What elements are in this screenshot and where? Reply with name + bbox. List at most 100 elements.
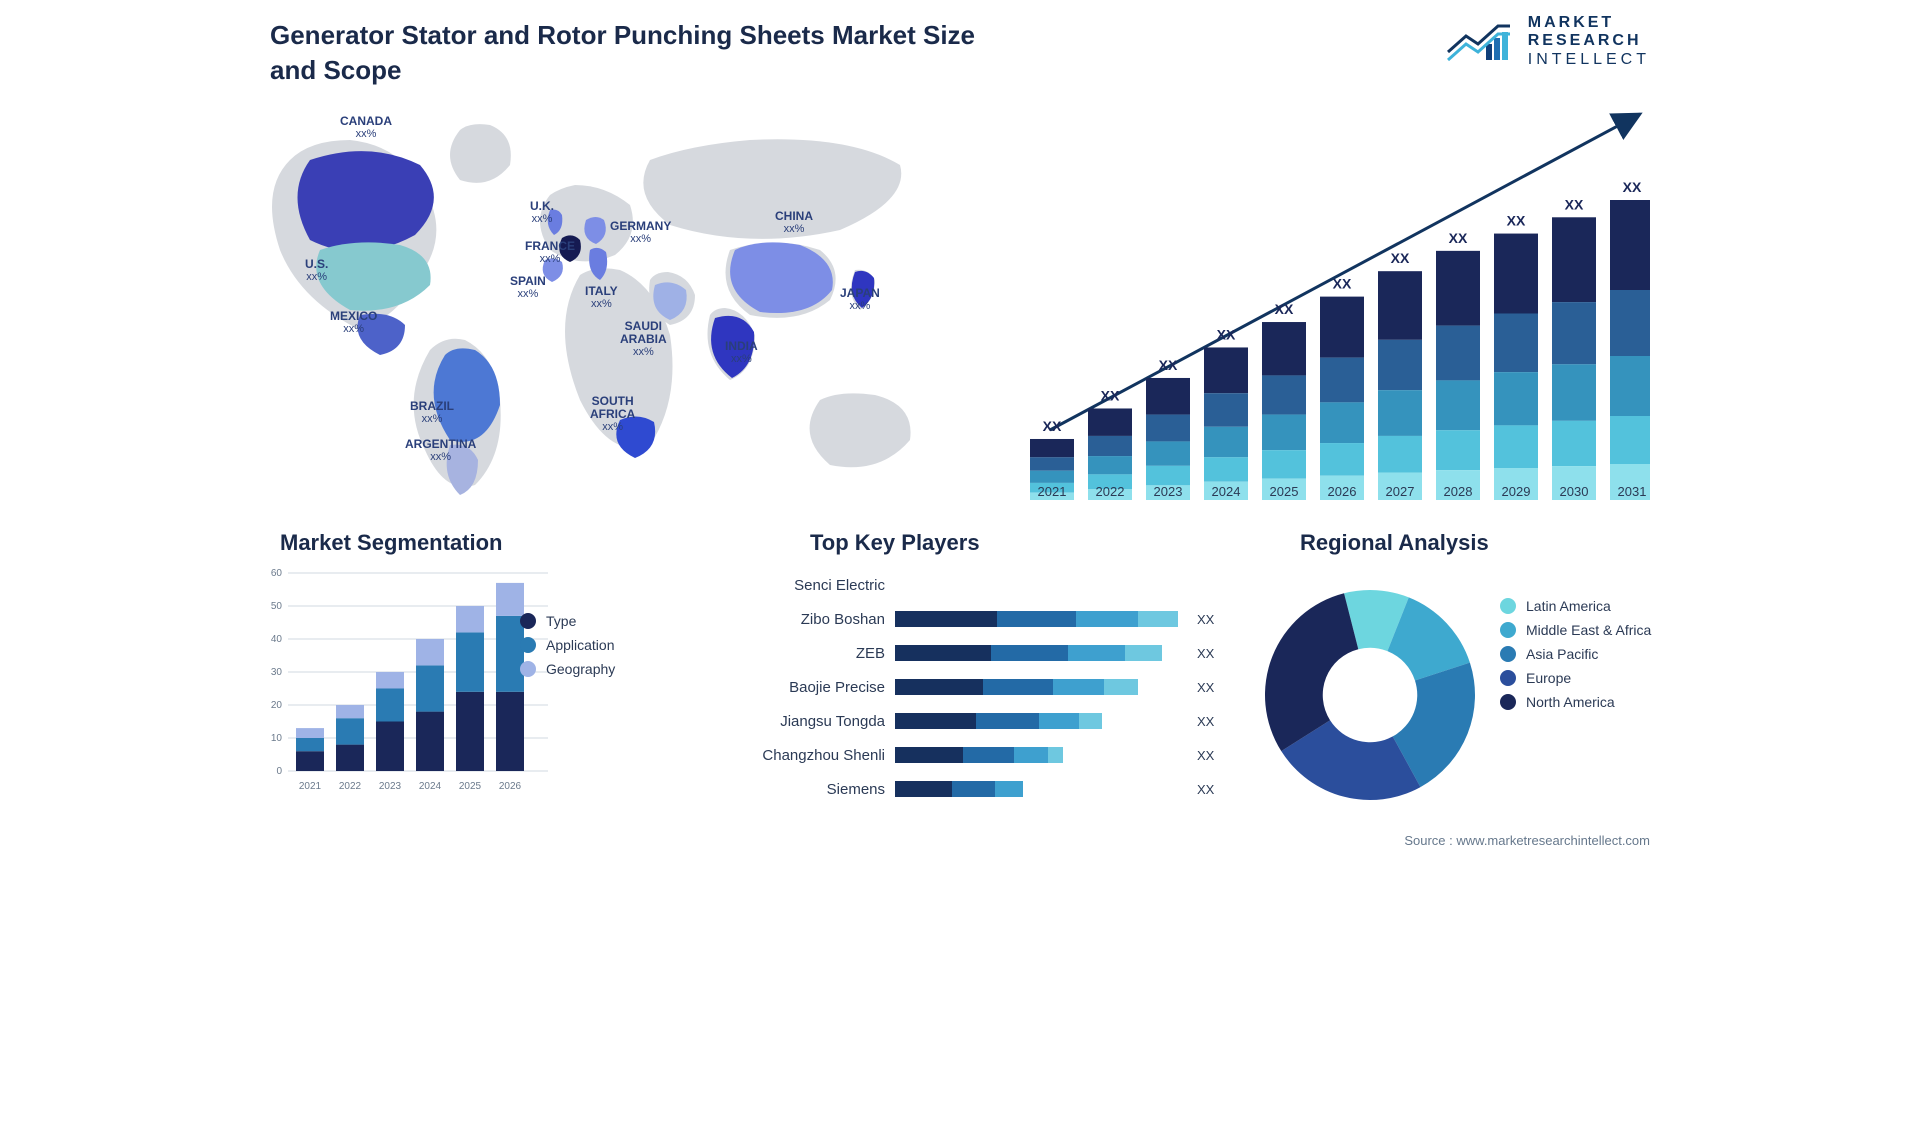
key-player-bar-segment (995, 781, 1023, 797)
key-player-name: Jiangsu Tongda (735, 713, 895, 730)
map-label: U.K.xx% (530, 200, 554, 225)
svg-text:2022: 2022 (339, 781, 362, 792)
legend-item: Europe (1500, 670, 1665, 686)
svg-text:XX: XX (1043, 418, 1062, 434)
key-player-value: XX (1189, 612, 1225, 627)
svg-text:2025: 2025 (459, 781, 482, 792)
brand-logo: MARKET RESEARCH INTELLECT (1442, 14, 1650, 69)
map-label: JAPANxx% (840, 287, 880, 312)
legend-swatch (1500, 622, 1516, 638)
key-player-bar-segment (895, 781, 952, 797)
legend-swatch (1500, 670, 1516, 686)
legend-label: Asia Pacific (1526, 646, 1598, 662)
svg-text:XX: XX (1217, 326, 1236, 342)
svg-text:0: 0 (276, 766, 282, 777)
key-player-name: Senci Electric (735, 577, 895, 594)
map-label: GERMANYxx% (610, 220, 671, 245)
legend-label: North America (1526, 694, 1615, 710)
key-player-bar-segment (1048, 747, 1064, 763)
key-player-bar-segment (895, 679, 983, 695)
svg-text:2021: 2021 (1038, 484, 1067, 499)
legend-item: Type (520, 613, 660, 629)
regional-title: Regional Analysis (1300, 530, 1489, 556)
svg-text:XX: XX (1565, 196, 1584, 212)
key-player-bar-segment (1125, 645, 1162, 661)
key-player-name: Siemens (735, 781, 895, 798)
key-player-name: ZEB (735, 645, 895, 662)
source-caption: Source : www.marketresearchintellect.com (1404, 833, 1650, 848)
svg-text:2023: 2023 (1154, 484, 1183, 499)
logo-line-3: INTELLECT (1528, 51, 1650, 69)
key-player-bar-segment (952, 781, 995, 797)
svg-text:2027: 2027 (1386, 484, 1415, 499)
key-player-bar (895, 747, 1189, 763)
key-player-bar (895, 577, 1189, 593)
svg-text:XX: XX (1333, 276, 1352, 292)
key-player-row: Siemens XX (735, 775, 1225, 803)
key-player-name: Baojie Precise (735, 679, 895, 696)
key-player-bar (895, 713, 1189, 729)
key-player-bar-segment (1076, 611, 1138, 627)
world-map: CANADAxx%U.S.xx%MEXICOxx%BRAZILxx%ARGENT… (250, 100, 970, 510)
svg-text:50: 50 (271, 601, 283, 612)
map-label: SAUDIARABIAxx% (620, 320, 667, 358)
key-player-bar (895, 679, 1189, 695)
legend-label: Geography (546, 661, 615, 677)
regional-legend: Latin America Middle East & Africa Asia Pa… (1500, 590, 1665, 718)
key-player-row: ZEB XX (735, 639, 1225, 667)
svg-text:2029: 2029 (1502, 484, 1531, 499)
key-player-bar-segment (991, 645, 1068, 661)
key-player-bar-segment (895, 713, 976, 729)
svg-text:2023: 2023 (379, 781, 402, 792)
svg-text:30: 30 (271, 667, 283, 678)
legend-swatch (520, 613, 536, 629)
map-label: U.S.xx% (305, 258, 328, 283)
legend-label: Type (546, 613, 576, 629)
key-player-bar-segment (963, 747, 1014, 763)
key-players-chart: Senci ElectricZibo BoshanXXZEBXXBaojie P… (735, 565, 1225, 835)
regional-donut-chart (1240, 565, 1500, 825)
key-player-row: Senci Electric (735, 571, 1225, 599)
key-player-value: XX (1189, 714, 1225, 729)
legend-label: Middle East & Africa (1526, 622, 1651, 638)
key-player-value: XX (1189, 680, 1225, 695)
key-player-value: XX (1189, 782, 1225, 797)
page-root: { "title": "Generator Stator and Rotor P… (240, 0, 1680, 860)
key-player-bar-segment (1079, 713, 1102, 729)
svg-text:2022: 2022 (1096, 484, 1125, 499)
key-player-bar-segment (1039, 713, 1080, 729)
legend-item: Application (520, 637, 660, 653)
key-player-bar-segment (1104, 679, 1138, 695)
segmentation-title: Market Segmentation (280, 530, 503, 556)
logo-line-2: RESEARCH (1528, 32, 1650, 50)
key-player-bar-segment (1053, 679, 1104, 695)
svg-text:2025: 2025 (1270, 484, 1299, 499)
legend-swatch (1500, 598, 1516, 614)
key-player-value: XX (1189, 646, 1225, 661)
map-label: SPAINxx% (510, 275, 546, 300)
legend-item: Asia Pacific (1500, 646, 1665, 662)
key-player-row: Changzhou ShenliXX (735, 741, 1225, 769)
logo-icon (1442, 18, 1514, 66)
key-player-value: XX (1189, 748, 1225, 763)
map-label: FRANCExx% (525, 240, 575, 265)
key-player-bar-segment (997, 611, 1076, 627)
key-player-row: Baojie Precise XX (735, 673, 1225, 701)
svg-text:XX: XX (1275, 301, 1294, 317)
legend-item: Latin America (1500, 598, 1665, 614)
key-player-bar-segment (1068, 645, 1125, 661)
key-player-bar-segment (895, 747, 963, 763)
legend-label: Europe (1526, 670, 1571, 686)
legend-label: Application (546, 637, 615, 653)
svg-text:2028: 2028 (1444, 484, 1473, 499)
key-player-row: Zibo BoshanXX (735, 605, 1225, 633)
svg-text:2031: 2031 (1618, 484, 1647, 499)
svg-text:XX: XX (1391, 250, 1410, 266)
legend-swatch (1500, 646, 1516, 662)
main-stacked-bar-chart: XX2021XX2022XX2023XX2024XX2025XX2026XX20… (1010, 110, 1650, 510)
legend-item: North America (1500, 694, 1665, 710)
svg-text:2026: 2026 (1328, 484, 1357, 499)
svg-text:XX: XX (1507, 213, 1526, 229)
key-player-row: Jiangsu Tongda XX (735, 707, 1225, 735)
map-label: BRAZILxx% (410, 400, 454, 425)
